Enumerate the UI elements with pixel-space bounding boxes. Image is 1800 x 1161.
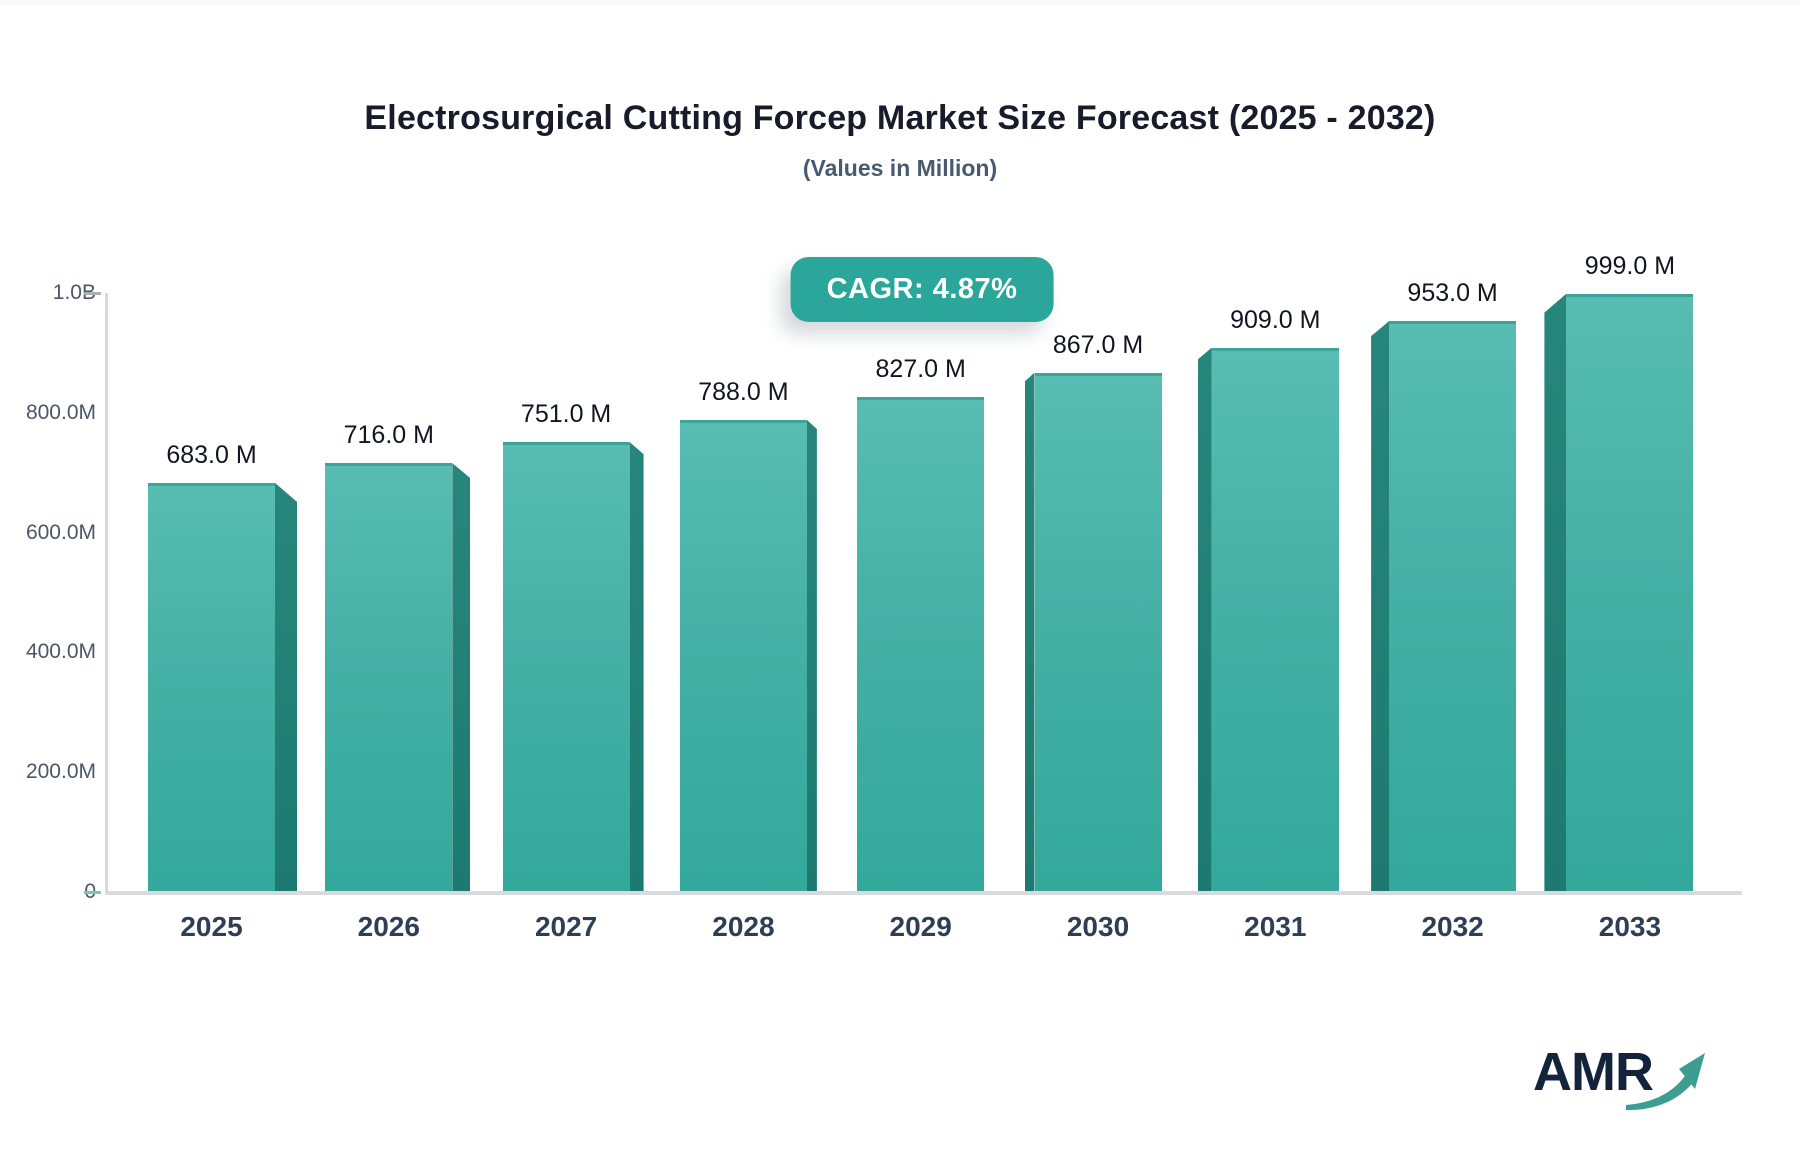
bar-value-label: 751.0 M bbox=[520, 400, 612, 429]
y-axis-label: 0 bbox=[0, 879, 96, 905]
brand-logo-text: AMR bbox=[1533, 1042, 1654, 1102]
y-axis-label: 800.0M bbox=[25, 400, 96, 424]
bar-3d-side bbox=[452, 463, 471, 892]
bar-2033 bbox=[1566, 293, 1694, 892]
bar-3d-side bbox=[275, 482, 297, 892]
bar-3d-side bbox=[806, 419, 817, 892]
brand-logo: AMR bbox=[1533, 1041, 1707, 1117]
x-axis-label: 2033 bbox=[1598, 911, 1662, 942]
y-axis-line bbox=[105, 293, 108, 893]
y-axis-label: 400.0M bbox=[25, 640, 96, 664]
bar-2027 bbox=[502, 442, 630, 892]
bar-value-label: 827.0 M bbox=[875, 354, 966, 383]
x-axis-label: 2027 bbox=[534, 911, 598, 942]
bar-value-label: 953.0 M bbox=[1407, 279, 1498, 308]
x-axis-label: 2031 bbox=[1244, 911, 1307, 942]
bar-2025 bbox=[148, 482, 275, 892]
x-axis-label: 2025 bbox=[180, 911, 243, 942]
x-axis-label: 2028 bbox=[712, 911, 775, 942]
bar-value-label: 788.0 M bbox=[698, 377, 789, 406]
bar-2026 bbox=[325, 463, 453, 892]
x-axis-label: 2029 bbox=[889, 911, 952, 942]
bar-value-label: 909.0 M bbox=[1230, 305, 1321, 334]
bar-value-label: 867.0 M bbox=[1052, 330, 1144, 359]
x-axis-baseline bbox=[105, 891, 1742, 895]
y-axis-tick bbox=[84, 891, 101, 894]
bar-3d-side bbox=[1024, 372, 1035, 892]
bar-2029 bbox=[857, 396, 985, 892]
x-axis-label: 2026 bbox=[357, 911, 420, 942]
y-axis-label: 1.0B bbox=[52, 281, 96, 304]
x-axis-label: 2032 bbox=[1421, 911, 1484, 942]
bar-value-label: 716.0 M bbox=[343, 421, 434, 450]
bar-value-label: 999.0 M bbox=[1584, 251, 1676, 280]
bar-2031 bbox=[1211, 347, 1339, 892]
bar-2030 bbox=[1034, 372, 1162, 892]
bar-2028 bbox=[679, 419, 807, 892]
growth-arrow-icon bbox=[1625, 1053, 1705, 1111]
y-axis-label: 200.0M bbox=[25, 760, 96, 784]
chart-title: Electrosurgical Cutting Forcep Market Si… bbox=[364, 99, 1436, 137]
bar-3d-side bbox=[629, 442, 644, 892]
chart-subtitle: (Values in Million) bbox=[802, 155, 998, 181]
bar-2032 bbox=[1389, 321, 1517, 892]
bar-value-label: 683.0 M bbox=[166, 440, 257, 469]
y-axis-tick bbox=[84, 292, 101, 295]
bar-3d-side bbox=[1197, 347, 1212, 892]
bar-3d-side bbox=[1371, 321, 1390, 892]
bar-3d-side bbox=[1544, 293, 1567, 892]
x-axis-label: 2030 bbox=[1066, 911, 1130, 942]
cagr-badge: CAGR: 4.87% bbox=[790, 257, 1054, 322]
y-axis-label: 600.0M bbox=[25, 520, 96, 544]
